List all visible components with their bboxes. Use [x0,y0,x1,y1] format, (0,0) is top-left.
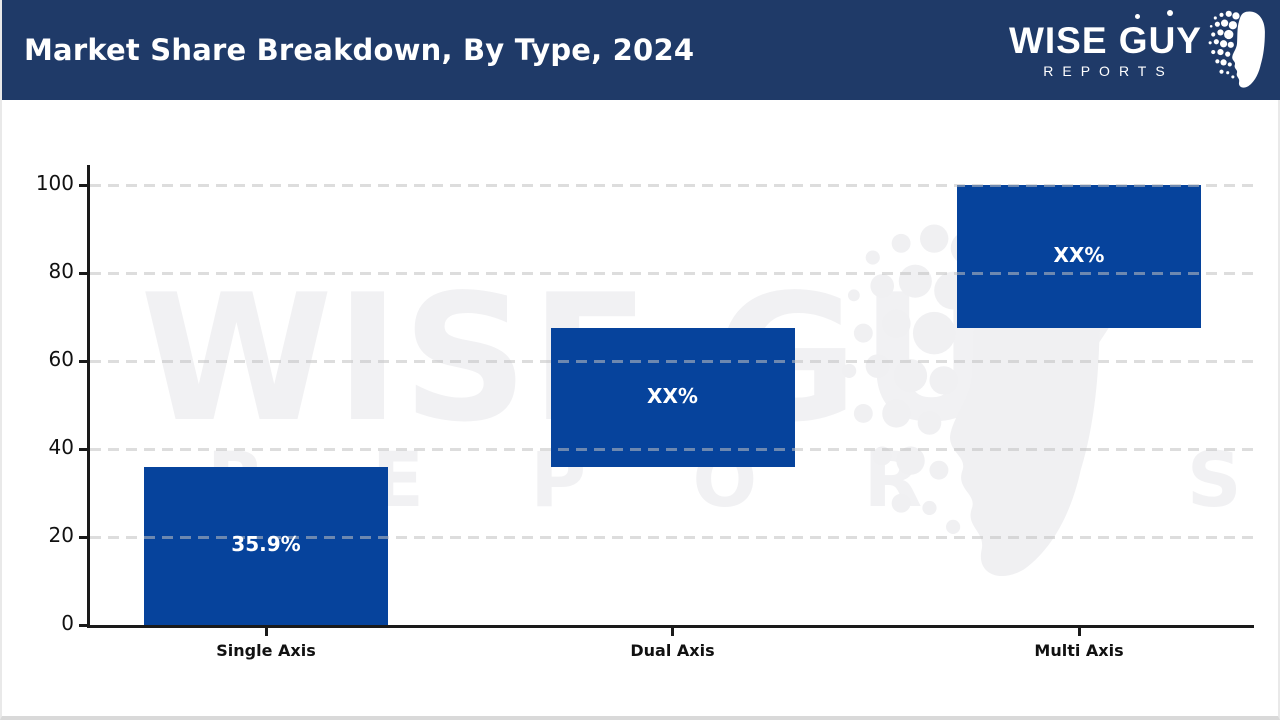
y-tick-label: 60 [48,347,74,371]
logo-tagline: REPORTS [1043,62,1174,79]
y-tick-label: 100 [35,171,74,195]
bar-value-label: 35.9% [231,532,301,557]
x-category-label-dual-axis: Dual Axis [630,641,715,660]
gridline-100 [90,183,1254,187]
x-tick [264,628,268,636]
logo-text: WISE GUY REPORTS [1008,9,1202,79]
y-tick [79,535,90,539]
bar-value-label: XX% [647,383,698,408]
x-category-label-multi-axis: Multi Axis [1034,641,1124,660]
y-tick-label: 20 [48,523,74,547]
wiseguy-logo: WISE GUY REPORTS [1009,7,1280,93]
y-tick [79,183,90,187]
x-category-label-single-axis: Single Axis [216,641,316,660]
gridline-40 [90,447,1254,451]
logo-accent-dot [1134,13,1140,19]
logo-name: WISE GUY [1008,19,1202,61]
wiseguy-face-icon [1208,10,1265,88]
y-tick-label: 40 [48,435,74,459]
y-axis-line [87,165,90,628]
gridline-60 [90,359,1254,363]
y-tick-label: 80 [48,259,74,283]
gridline-80 [90,271,1254,275]
x-tick [671,628,674,636]
y-tick [79,447,90,451]
gridline-20 [90,535,1254,539]
bar-multi-axis [957,185,1201,328]
x-axis-line [87,625,1254,628]
x-tick [1077,628,1081,636]
bar-dual-axis [550,328,795,468]
bar-single-axis [144,467,388,625]
y-tick [79,271,90,275]
logo-accent-dot [1166,9,1173,16]
y-tick-label: 0 [61,611,74,635]
bar-value-label: XX% [1053,242,1105,267]
page-title: Market Share Breakdown, By Type, 2024 [24,33,695,67]
header-band: Market Share Breakdown, By Type, 2024 WI… [2,0,1280,100]
plot-area: 0 20 40 60 80 100 35.9% Single Axis XX% Dual Axis… [36,165,1254,660]
y-tick [79,623,90,627]
y-tick [79,359,90,363]
